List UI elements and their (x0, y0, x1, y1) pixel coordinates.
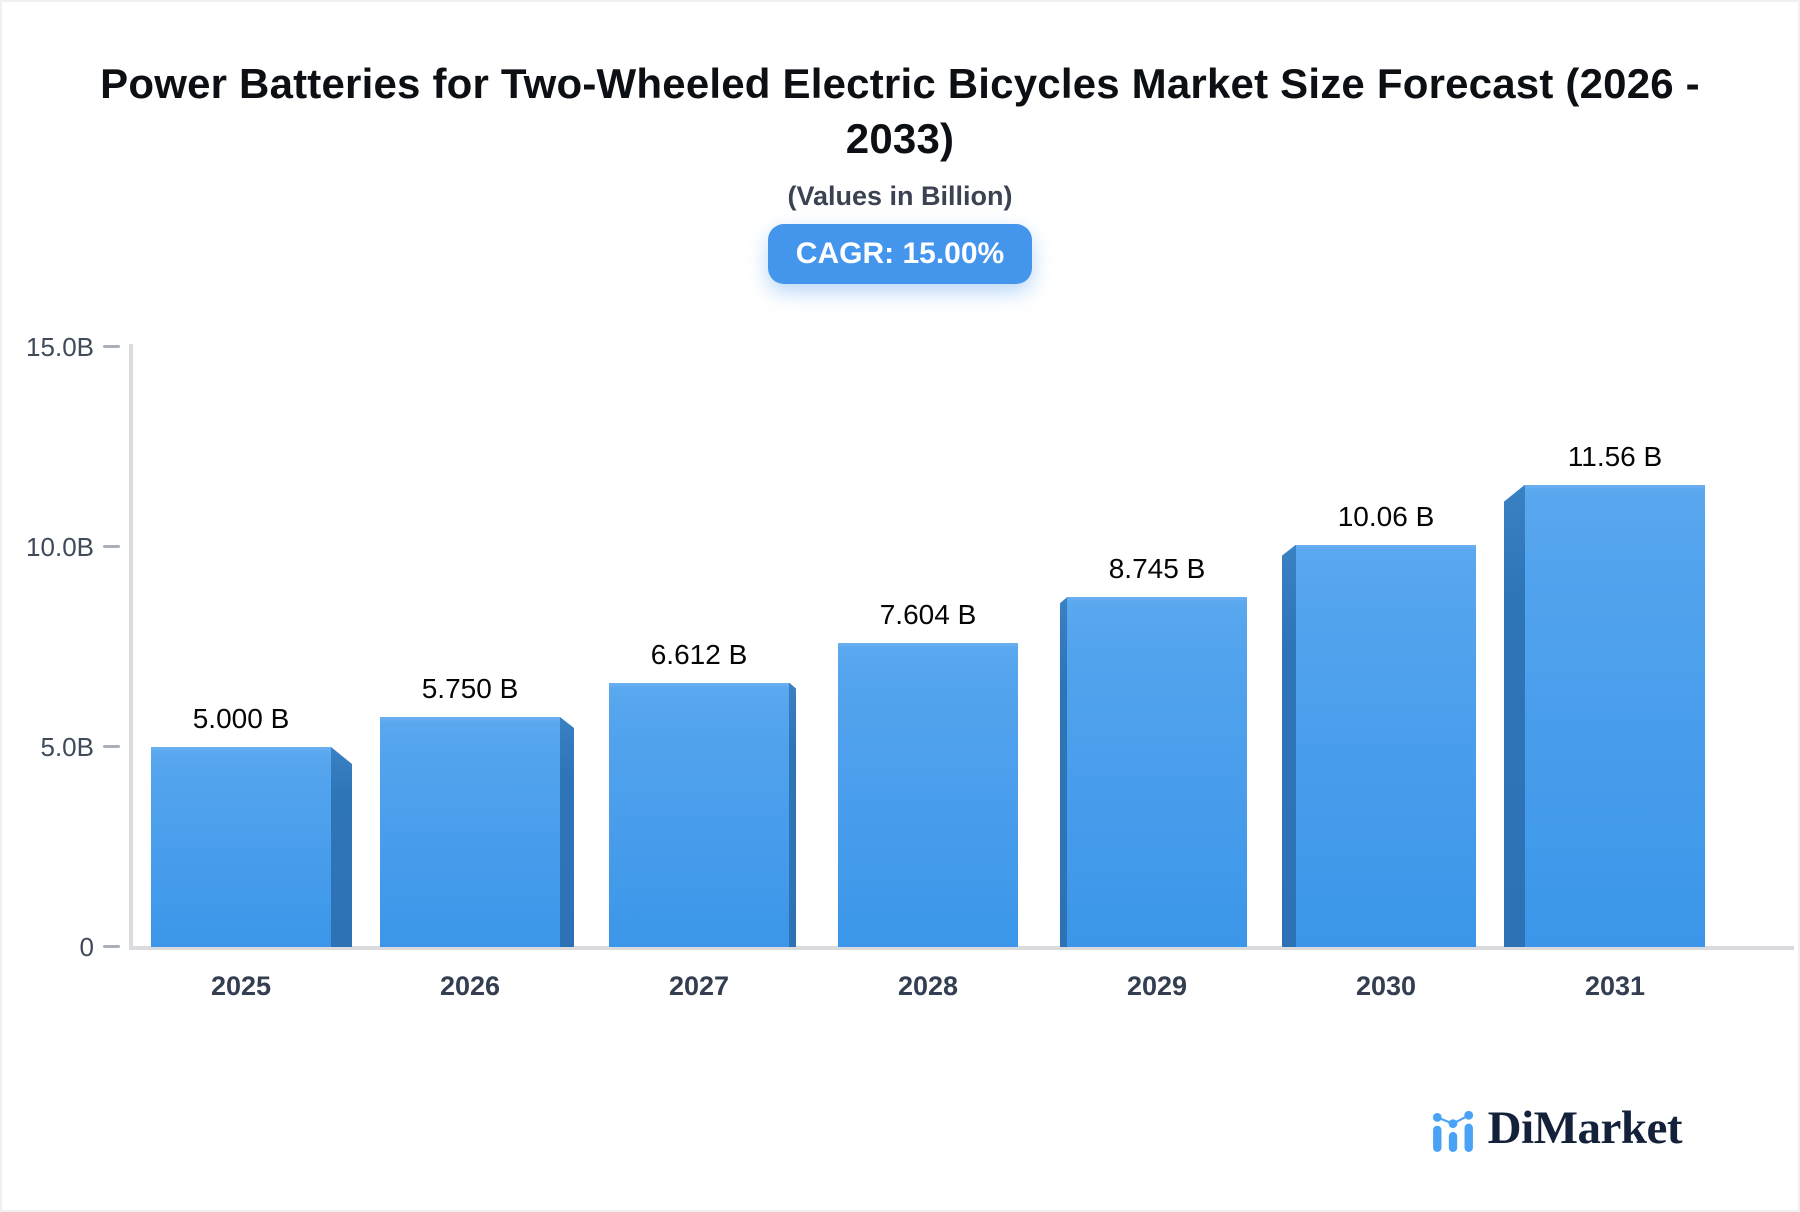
bar-value-label-2029: 8.745 B (1108, 553, 1206, 585)
bar-2025 (151, 747, 331, 947)
bar-2026 (380, 717, 560, 947)
bar-value-label-2031: 11.56 B (1567, 440, 1663, 472)
bar-2030 (1296, 544, 1476, 947)
y-tick-label-10.0B: 10.0B (26, 532, 94, 562)
bar-2031 (1525, 484, 1705, 947)
x-axis-label-2029: 2029 (1126, 971, 1188, 1001)
chart-title-line2: 2033) (845, 115, 955, 163)
chart-title: Power Batteries for Two-Wheeled Electric… (60, 56, 1740, 167)
y-tick-mark (103, 345, 120, 348)
bar-value-label-2026: 5.750 B (421, 673, 519, 704)
x-axis-label-2031: 2031 (1584, 971, 1646, 1001)
y-axis-line (129, 344, 133, 950)
dimarket-logo-icon (1432, 1110, 1473, 1152)
dimarket-logo-text: DiMarket (1487, 1102, 1683, 1154)
bar-2026-side-face (560, 717, 574, 947)
y-tick-label-5.0B: 5.0B (40, 732, 95, 762)
bar-2027-side-face (789, 682, 796, 947)
y-tick-mark (103, 745, 120, 748)
bar-2027 (609, 682, 789, 947)
chart-title-line1: Power Batteries for Two-Wheeled Electric… (100, 60, 1700, 107)
chart-subtitle: (Values in Billion) (787, 180, 1013, 211)
bar-2028 (838, 642, 1018, 947)
bar-value-label-2030: 10.06 B (1337, 500, 1435, 532)
bar-2031-side-face (1504, 484, 1525, 947)
x-axis-label-2025: 2025 (210, 971, 272, 1001)
bar-2029 (1067, 597, 1247, 947)
bar-value-label-2027: 6.612 B (650, 638, 748, 670)
y-tick-label-15.0B: 15.0B (26, 332, 94, 362)
bar-value-label-2028: 7.604 B (879, 598, 977, 630)
chart-header: Power Batteries for Two-Wheeled Electric… (2, 2, 1798, 284)
y-tick-mark (103, 945, 120, 948)
bar-2025-side-face (331, 747, 352, 947)
y-tick-label-0: 0 (79, 932, 94, 962)
x-axis-label-2028: 2028 (897, 971, 959, 1001)
bar-chart-plot-area: 15.0B 10.0B 5.0B 0 5.000 B 2025 5.750 B 2026 6.6… (2, 332, 1798, 1001)
x-axis-label-2026: 2026 (439, 971, 501, 1001)
bar-value-label-2025: 5.000 B (192, 703, 290, 734)
x-axis-label-2030: 2030 (1355, 971, 1417, 1001)
x-axis-baseline (129, 946, 1794, 950)
bar-2029-side-face (1060, 597, 1067, 947)
cagr-badge: CAGR: 15.00% (767, 223, 1033, 284)
dimarket-logo: DiMarket (1431, 1102, 1683, 1154)
x-axis-label-2027: 2027 (668, 971, 730, 1001)
y-tick-mark (103, 545, 120, 548)
bar-2030-side-face (1282, 544, 1296, 947)
